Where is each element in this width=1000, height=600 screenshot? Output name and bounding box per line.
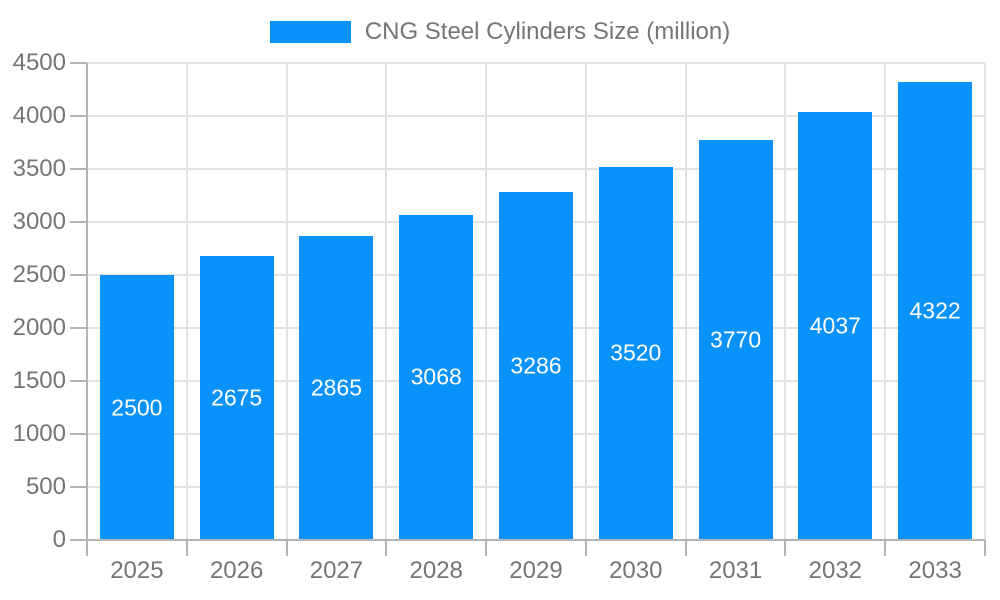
y-axis-label: 4000 (12, 102, 66, 129)
x-axis-label: 2028 (409, 557, 463, 584)
legend-swatch-icon (269, 21, 351, 43)
y-axis-label: 3500 (12, 155, 66, 182)
bar-value-label: 2500 (111, 394, 163, 420)
bar-value-label: 3286 (510, 352, 562, 379)
y-axis-tick (70, 433, 87, 435)
gridline-vertical (185, 63, 188, 540)
x-axis-tick (86, 540, 88, 556)
gridline-vertical (385, 63, 388, 540)
x-axis-label: 2027 (309, 557, 364, 584)
bar-value-label: 2675 (211, 384, 263, 411)
bar-value-label: 4322 (909, 297, 961, 324)
x-axis-tick (584, 540, 587, 556)
bar-value-label: 3068 (410, 363, 462, 390)
y-axis-tick (70, 168, 87, 170)
x-axis-label: 2026 (209, 557, 264, 584)
x-axis-label: 2031 (708, 557, 763, 584)
bar-value-label: 3770 (709, 326, 762, 353)
y-axis-label: 500 (25, 473, 66, 500)
legend-label: CNG Steel Cylinders Size (million) (364, 18, 731, 45)
bar-value-label: 2865 (310, 374, 363, 401)
y-axis-label: 1500 (12, 367, 66, 394)
y-axis-tick (70, 221, 87, 223)
gridline-vertical (485, 63, 488, 540)
x-axis-tick (285, 540, 288, 556)
plot-area: 2500 2675 2865 3068 3286 3520 3770 4037 4322 (87, 62, 986, 540)
chart-legend: CNG Steel Cylinders Size (million) (0, 18, 1000, 46)
bar-2027: 2865 (299, 236, 374, 540)
gridline-vertical (285, 63, 288, 540)
bar-2033: 4322 (898, 81, 973, 540)
gridline-vertical (584, 63, 587, 540)
x-axis-label: 2029 (509, 557, 563, 584)
y-axis-line (86, 63, 88, 556)
y-axis-label: 3000 (12, 208, 66, 235)
bar-2030: 3520 (598, 166, 673, 540)
x-axis-label: 2033 (908, 557, 962, 584)
y-axis-tick (70, 62, 87, 64)
x-axis-tick (185, 540, 188, 556)
y-axis-label: 0 (52, 526, 66, 553)
bar-2031: 3770 (698, 140, 773, 540)
bar-2028: 3068 (399, 214, 474, 540)
x-axis-tick (784, 540, 787, 556)
bar-2029: 3286 (499, 191, 573, 540)
x-axis-label: 2030 (609, 557, 663, 584)
y-axis-label: 1000 (12, 420, 66, 447)
gridline-vertical (784, 63, 787, 540)
y-axis-label: 4500 (12, 49, 66, 76)
gridline-horizontal (87, 115, 985, 117)
y-axis-label: 2000 (12, 314, 66, 341)
gridline-vertical (884, 63, 887, 540)
gridline-horizontal (87, 62, 985, 64)
y-axis-tick (70, 539, 87, 541)
x-axis-tick (984, 540, 986, 556)
x-axis-tick (884, 540, 887, 556)
gridline-vertical (684, 63, 687, 540)
x-axis-tick (485, 540, 488, 556)
bar-value-label: 4037 (809, 312, 861, 339)
bar-value-label: 3520 (610, 339, 662, 366)
x-axis-label: 2025 (110, 557, 164, 584)
bar-2032: 4037 (798, 112, 873, 540)
y-axis-tick (70, 115, 87, 117)
y-axis-tick (70, 327, 87, 329)
x-axis-tick (684, 540, 687, 556)
gridline-vertical (984, 63, 986, 540)
y-axis-label: 2500 (12, 261, 66, 288)
y-axis-tick (70, 486, 87, 488)
x-axis-label: 2032 (808, 557, 863, 584)
bar-2025: 2500 (99, 275, 174, 540)
bar-2026: 2675 (199, 256, 274, 540)
x-axis-line (87, 539, 985, 541)
gridline-horizontal (87, 168, 985, 170)
y-axis-tick (70, 274, 87, 276)
x-axis-tick (385, 540, 388, 556)
y-axis-tick (70, 380, 87, 382)
